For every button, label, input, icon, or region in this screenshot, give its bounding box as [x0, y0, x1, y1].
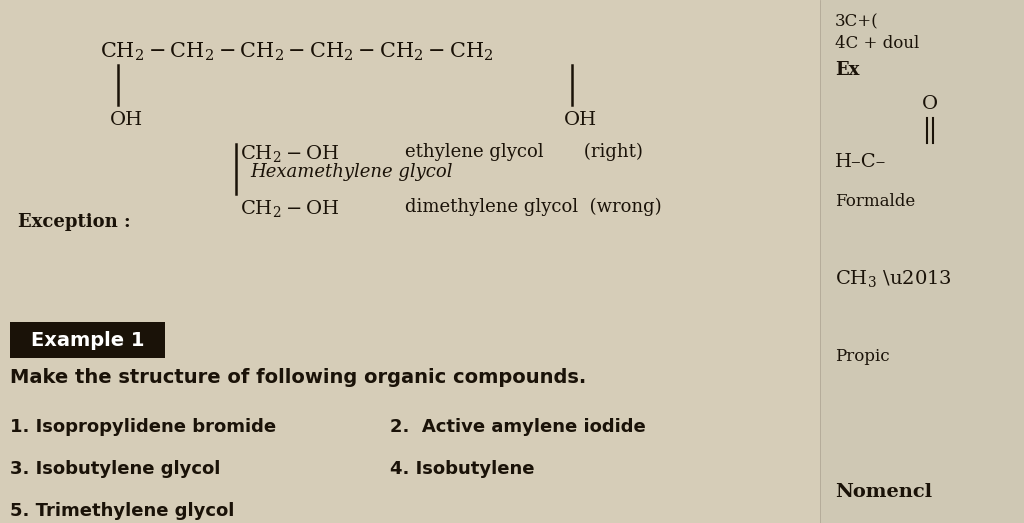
Text: Example 1: Example 1 — [31, 331, 144, 349]
Text: OH: OH — [564, 111, 597, 129]
Text: dimethylene glycol  (wrong): dimethylene glycol (wrong) — [406, 198, 662, 216]
Text: 1. Isopropylidene bromide: 1. Isopropylidene bromide — [10, 418, 276, 436]
Text: 3. Isobutylene glycol: 3. Isobutylene glycol — [10, 460, 220, 478]
Text: 4C + doul: 4C + doul — [835, 35, 920, 52]
Text: Propic: Propic — [835, 348, 890, 365]
Text: $\mathregular{CH_2-OH}$: $\mathregular{CH_2-OH}$ — [240, 143, 339, 164]
Text: ethylene glycol       (right): ethylene glycol (right) — [406, 143, 643, 161]
Text: $\mathregular{CH_2-OH}$: $\mathregular{CH_2-OH}$ — [240, 198, 339, 219]
Text: 2.  Active amylene iodide: 2. Active amylene iodide — [390, 418, 646, 436]
Text: H–C–: H–C– — [835, 153, 887, 171]
Text: OH: OH — [110, 111, 143, 129]
Text: Formalde: Formalde — [835, 193, 915, 210]
Text: Make the structure of following organic compounds.: Make the structure of following organic … — [10, 368, 587, 387]
Text: 3C+(: 3C+( — [835, 13, 879, 30]
Text: Nomencl: Nomencl — [835, 483, 932, 501]
Bar — [0, 0, 820, 523]
Text: $\mathregular{CH_2-CH_2-CH_2-CH_2-CH_2-CH_2}$: $\mathregular{CH_2-CH_2-CH_2-CH_2-CH_2-C… — [100, 41, 494, 63]
Text: Ex: Ex — [835, 61, 859, 79]
Text: Exception :: Exception : — [18, 213, 131, 231]
Text: Hexamethylene glycol: Hexamethylene glycol — [250, 163, 453, 181]
Text: 4. Isobutylene: 4. Isobutylene — [390, 460, 535, 478]
Text: 5. Trimethylene glycol: 5. Trimethylene glycol — [10, 502, 234, 520]
Bar — [10, 322, 165, 358]
Text: O: O — [922, 95, 938, 113]
Text: $\mathregular{CH_3}$ \u2013: $\mathregular{CH_3}$ \u2013 — [835, 268, 952, 289]
Bar — [820, 0, 1024, 523]
